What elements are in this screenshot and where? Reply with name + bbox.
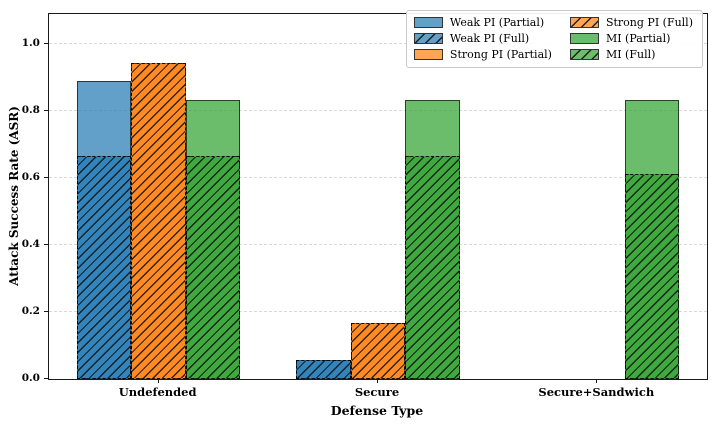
legend-item-strong-pi-partial-: Strong PI (Partial): [413, 47, 552, 62]
y-tick-label: 0.4: [21, 237, 40, 250]
bar-strong_pi-hatched-secure: [350, 323, 406, 379]
legend-label: MI (Partial): [605, 31, 671, 45]
y-tick-label: 1.0: [21, 36, 40, 49]
legend-label: MI (Full): [605, 47, 656, 61]
y-tick-mark: [44, 311, 48, 313]
gridline: [49, 110, 707, 112]
y-tick-label: 0.8: [21, 103, 40, 116]
gridline: [49, 43, 707, 45]
y-tick-label: 0.0: [21, 371, 40, 384]
legend-swatch-icon: [569, 48, 599, 60]
y-tick-label: 0.2: [21, 304, 40, 317]
legend-label: Weak PI (Partial): [449, 16, 545, 29]
y-tick-mark: [44, 110, 48, 112]
legend-swatch-icon: [569, 33, 599, 45]
legend-swatch-icon: [413, 33, 443, 45]
legend-label: Strong PI (Partial): [449, 47, 552, 61]
bar-mi-hatched-secure-sandwich: [624, 174, 680, 379]
legend: Weak PI (Partial) Weak PI (Full) Strong PI…: [405, 10, 703, 69]
legend-item-mi-partial-: MI (Partial): [569, 31, 693, 46]
bar-mi-hatched-secure: [405, 155, 460, 379]
legend-swatch-icon: [569, 17, 599, 29]
x-axis-label: Defense Type: [330, 403, 424, 418]
x-tick-label-undefended: Undefended: [118, 385, 197, 399]
bar-weak_pi-hatched-undefended: [76, 155, 132, 379]
y-tick-mark: [44, 378, 48, 379]
legend-label: Strong PI (Full): [605, 16, 693, 29]
x-tick-mark: [596, 379, 598, 383]
y-tick-mark: [44, 43, 48, 45]
bar-mi-hatched-undefended: [185, 155, 241, 379]
x-tick-mark: [157, 379, 159, 383]
y-tick-mark: [44, 177, 48, 179]
gridline: [49, 177, 707, 179]
plot-area: [48, 13, 708, 380]
legend-item-strong-pi-full-: Strong PI (Full): [569, 16, 693, 30]
legend-swatch-icon: [413, 17, 443, 29]
legend-item-weak-pi-full-: Weak PI (Full): [413, 31, 552, 46]
gridline: [49, 244, 707, 246]
legend-item-weak-pi-partial-: Weak PI (Partial): [413, 16, 552, 30]
bar-weak_pi-hatched-secure: [296, 360, 351, 379]
y-tick-mark: [44, 244, 48, 246]
y-axis-label: Attack Success Rate (ASR): [7, 106, 21, 286]
x-tick-label-secure-sandwich: Secure+Sandwich: [538, 385, 655, 399]
x-tick-label-secure: Secure: [354, 385, 400, 399]
x-tick-mark: [377, 379, 378, 383]
legend-item-mi-full-: MI (Full): [569, 47, 693, 62]
y-tick-label: 0.6: [21, 170, 40, 183]
legend-swatch-icon: [413, 48, 443, 60]
legend-label: Weak PI (Full): [449, 31, 530, 45]
bar-strong_pi-hatched-undefended: [131, 62, 186, 379]
gridline: [49, 311, 707, 313]
